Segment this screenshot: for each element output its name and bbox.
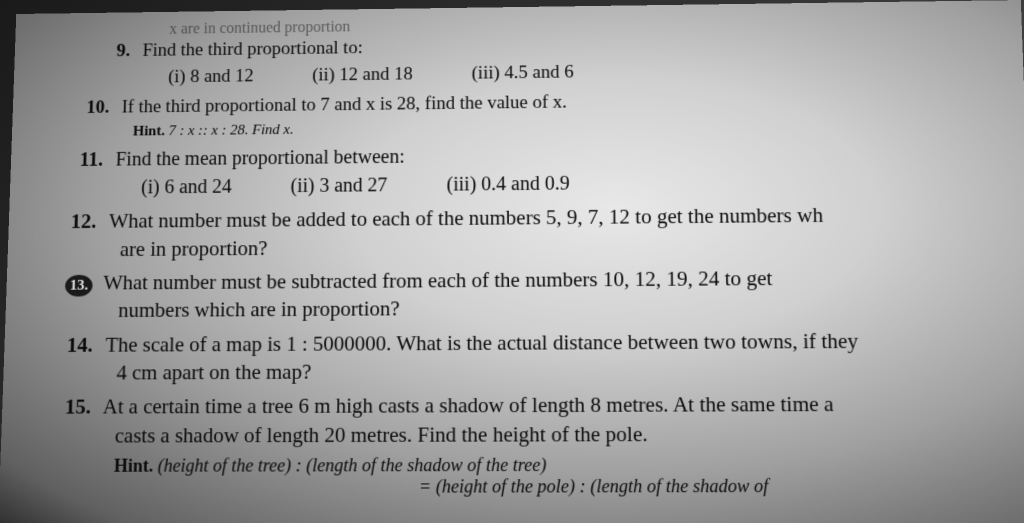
q10-text: If the third proportional to 7 and x is … (121, 92, 567, 117)
q12-continuation: are in proportion? (120, 228, 1000, 263)
q13-continuation: numbers which are in proportion? (118, 291, 1002, 325)
q13-text: What number must be subtracted from each… (103, 266, 773, 294)
question-10: 10. If the third proportional to 7 and x… (79, 85, 995, 142)
q11-options: (i) 6 and 24 (ii) 3 and 27 (iii) 0.4 and… (141, 167, 997, 201)
q12-text: What number must be added to each of the… (109, 203, 824, 233)
q9-option-iii: (iii) 4.5 and 6 (472, 60, 574, 86)
q9-options: (i) 8 and 12 (ii) 12 and 18 (iii) 4.5 an… (168, 54, 993, 89)
q12-number: 12. (67, 208, 97, 236)
question-12: 12. What number must be added to each of… (66, 200, 1000, 263)
q15-continuation: casts a shadow of length 20 metres. Find… (114, 418, 1006, 449)
q14-text: The scale of a map is 1 : 5000000. What … (105, 328, 858, 356)
textbook-page: x are in continued proportion 9. Find th… (0, 0, 1024, 523)
question-14: 14. The scale of a map is 1 : 5000000. W… (62, 325, 1004, 386)
q11-number: 11. (74, 148, 104, 174)
q14-number: 14. (63, 331, 93, 359)
q11-option-iii: (iii) 0.4 and 0.9 (447, 171, 570, 199)
q13-number-circled: 13. (65, 275, 93, 297)
question-11: 11. Find the mean proportional between: … (73, 138, 998, 202)
q15-number: 15. (61, 393, 91, 421)
q15-hint-line1: (height of the tree) : (length of the sh… (157, 455, 546, 476)
q10-hint-text: 7 : x :: x : 28. Find x. (168, 122, 293, 139)
q10-hint: Hint. 7 : x :: x : 28. Find x. (133, 112, 996, 141)
question-13: 13. What number must be subtracted from … (64, 262, 1002, 324)
q9-text: Find the third proportional to: (142, 38, 363, 61)
q9-number: 9. (101, 39, 131, 64)
q10-number: 10. (80, 96, 110, 121)
question-15: 15. At a certain time a tree 6 m high ca… (60, 389, 1006, 449)
q10-hint-label: Hint. (133, 124, 165, 140)
q15-text: At a certain time a tree 6 m high casts … (103, 392, 834, 419)
q11-option-ii: (ii) 3 and 27 (290, 173, 387, 200)
q11-text: Find the mean proportional between: (115, 146, 404, 170)
q15-hint-label: Hint. (114, 455, 154, 475)
q15-hint-line2: = (height of the pole) : (length of the … (419, 475, 1008, 497)
q9-option-i: (i) 8 and 12 (168, 64, 254, 90)
q14-continuation: 4 cm apart on the map? (116, 354, 1004, 386)
q11-option-i: (i) 6 and 24 (141, 174, 232, 201)
q9-option-ii: (ii) 12 and 18 (312, 62, 413, 88)
q15-hint: Hint. (height of the tree) : (length of … (114, 454, 1007, 477)
